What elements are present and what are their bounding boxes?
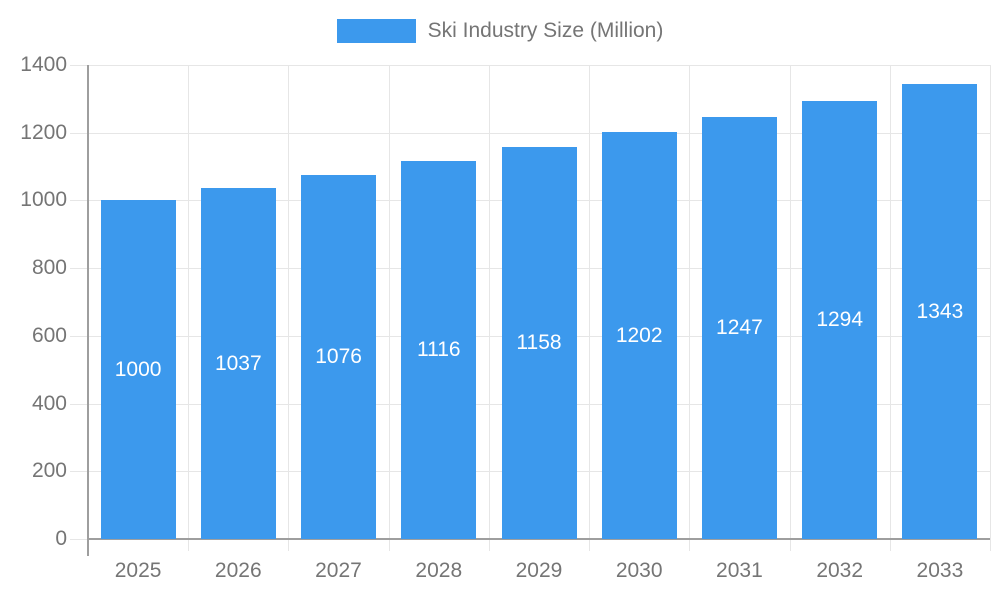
x-gridline: [790, 65, 791, 551]
bar-value-label-2031: 1247: [716, 315, 763, 339]
y-axis-tick-label: 1400: [20, 53, 67, 76]
x-gridline: [288, 65, 289, 551]
bar-2027[interactable]: [301, 174, 377, 539]
bar-value-label-2027: 1076: [315, 344, 362, 368]
bar-2033[interactable]: [902, 84, 978, 539]
legend[interactable]: Ski Industry Size (Million): [0, 19, 1000, 43]
y-axis-tick-label: 200: [31, 459, 67, 482]
legend-swatch-icon: [336, 19, 416, 43]
bar-value-label-2033: 1343: [916, 299, 964, 323]
y-axis-tick-label: 1000: [20, 188, 67, 211]
x-axis-tick-label-2029: 2029: [515, 559, 563, 582]
y-gridline: [70, 65, 990, 66]
x-axis-tick-label-2033: 2033: [916, 559, 964, 582]
bar-value-label-2025: 1000: [114, 357, 162, 381]
x-gridline: [489, 65, 490, 551]
x-gridline: [389, 65, 390, 551]
bar-value-label-2030: 1202: [615, 323, 663, 347]
bar-2025[interactable]: [100, 200, 176, 539]
bar-2028[interactable]: [401, 161, 477, 539]
bar-2029[interactable]: [501, 146, 577, 539]
x-gridline: [188, 65, 189, 551]
bar-2030[interactable]: [601, 132, 677, 539]
x-axis-tick-label-2030: 2030: [615, 559, 663, 582]
bar-value-label-2028: 1116: [416, 338, 461, 362]
x-axis-tick-label-2031: 2031: [716, 559, 763, 582]
x-axis-tick-label-2028: 2028: [415, 559, 463, 582]
x-axis-tick-label-2032: 2032: [816, 559, 864, 582]
x-gridline: [990, 65, 991, 551]
x-gridline: [689, 65, 690, 551]
legend-label: Ski Industry Size (Million): [427, 19, 664, 42]
x-axis-tick-label-2025: 2025: [114, 559, 162, 582]
y-axis-tick-label: 800: [31, 256, 67, 279]
bar-2032[interactable]: [802, 100, 878, 539]
y-axis-tick-label: 0: [55, 527, 67, 550]
x-axis-tick-label-2027: 2027: [315, 559, 362, 582]
bar-2026[interactable]: [200, 187, 276, 539]
x-axis-line: [88, 538, 990, 540]
bar-2031[interactable]: [701, 116, 777, 539]
y-axis-tick-label: 600: [31, 324, 67, 347]
y-axis-line: [87, 65, 89, 556]
x-gridline: [890, 65, 891, 551]
bar-value-label-2032: 1294: [816, 307, 864, 331]
y-gridline: [70, 133, 990, 134]
x-gridline: [589, 65, 590, 551]
x-axis-tick-label-2026: 2026: [214, 559, 262, 582]
y-axis-tick-label: 1200: [20, 121, 67, 144]
y-axis-tick-label: 400: [31, 392, 67, 415]
bar-value-label-2026: 1037: [214, 351, 262, 375]
bar-value-label-2029: 1158: [516, 331, 562, 354]
